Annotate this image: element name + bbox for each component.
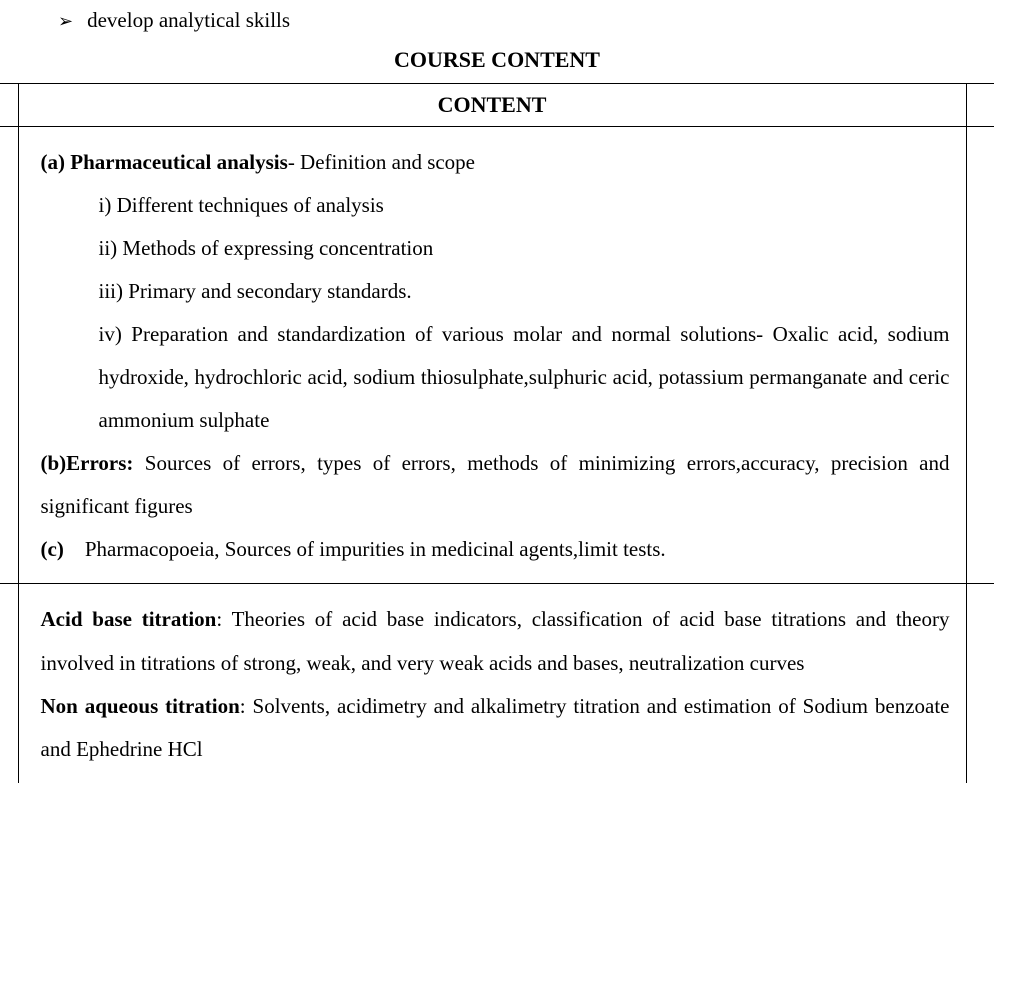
section-a: (a) Pharmaceutical analysis- Definition … [41,141,950,184]
table-header-row: CONTENT [0,84,994,127]
section-b-label: (b)Errors: [41,451,134,475]
table-cell-empty [0,127,18,584]
subitem-iv: iv) Preparation and standardization of v… [99,313,950,442]
acid-base-label: Acid base titration [41,607,217,631]
section-a-label: (a) Pharmaceutical analysis [41,150,288,174]
table-cell-empty [966,84,994,127]
section-c-label: (c) [41,537,64,561]
subitem-iii: iii) Primary and secondary standards. [99,270,950,313]
bullet-text: develop analytical skills [87,8,290,33]
subitem-i: i) Different techniques of analysis [99,184,950,227]
content-header-cell: CONTENT [18,84,966,127]
subitem-ii: ii) Methods of expressing concentration [99,227,950,270]
table-row: Acid base titration: Theories of acid ba… [0,584,994,783]
course-content-heading: COURSE CONTENT [0,47,994,73]
section-a-tail: - Definition and scope [288,150,475,174]
section-a-subitems: i) Different techniques of analysis ii) … [41,184,950,442]
section-c-text: Pharmacopoeia, Sources of impurities in … [64,537,666,561]
content-cell-2: Acid base titration: Theories of acid ba… [18,584,966,783]
acid-base-paragraph: Acid base titration: Theories of acid ba… [41,598,950,684]
table-cell-empty [966,127,994,584]
document-page: ➢ develop analytical skills COURSE CONTE… [0,0,1024,783]
table-row: (a) Pharmaceutical analysis- Definition … [0,127,994,584]
bullet-line: ➢ develop analytical skills [0,8,994,33]
arrowhead-bullet-icon: ➢ [58,12,73,30]
non-aqueous-paragraph: Non aqueous titration: Solvents, acidime… [41,685,950,771]
table-cell-empty [0,84,18,127]
section-b: (b)Errors: Sources of errors, types of e… [41,442,950,528]
section-b-text: Sources of errors, types of errors, meth… [41,451,950,518]
table-cell-empty [0,584,18,783]
table-cell-empty [966,584,994,783]
content-table: CONTENT (a) Pharmaceutical analysis- Def… [0,83,994,783]
section-c: (c) Pharmacopoeia, Sources of impurities… [41,528,950,571]
non-aqueous-label: Non aqueous titration [41,694,240,718]
content-cell-1: (a) Pharmaceutical analysis- Definition … [18,127,966,584]
